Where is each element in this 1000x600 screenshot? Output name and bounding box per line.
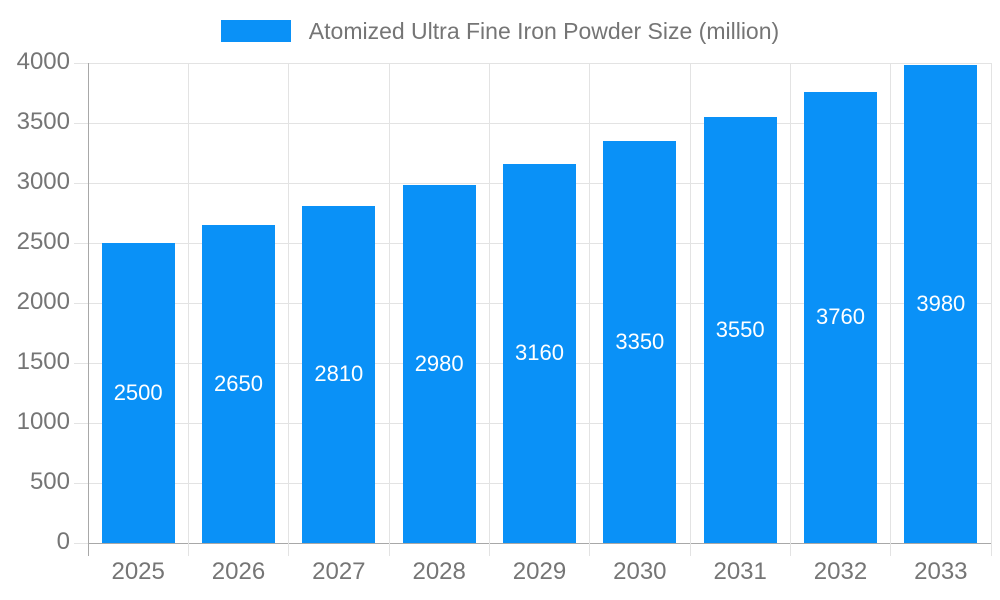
bar[interactable]: [302, 205, 376, 543]
y-axis-label: 4000: [16, 48, 70, 75]
x-axis-label: 2033: [914, 558, 968, 585]
bar[interactable]: [703, 117, 777, 543]
y-axis-tick: [74, 422, 88, 424]
bar-value-label: 3760: [816, 304, 865, 330]
gridline-vertical: [388, 63, 390, 556]
y-axis-label: 500: [29, 468, 70, 495]
y-axis-tick: [74, 62, 88, 64]
x-axis-label: 2031: [713, 558, 767, 585]
bar-value-label: 2810: [314, 361, 364, 387]
bar[interactable]: [101, 243, 175, 543]
x-axis-label: 2030: [613, 558, 667, 585]
x-axis-label: 2025: [111, 558, 165, 585]
y-axis-tick: [74, 182, 88, 184]
bar-value-label: 2980: [414, 351, 464, 377]
gridline-vertical: [890, 63, 892, 556]
x-axis-label: 2026: [211, 558, 266, 585]
y-axis-label: 3500: [16, 108, 70, 135]
legend-swatch[interactable]: [220, 20, 291, 42]
bar-value-label: 3160: [515, 340, 564, 366]
bar-value-label: 2500: [113, 380, 163, 405]
x-axis-label: 2032: [813, 558, 868, 585]
bar[interactable]: [603, 141, 677, 543]
y-axis-label: 1000: [16, 408, 70, 435]
bar-value-label: 2650: [214, 371, 263, 396]
y-axis-tick: [74, 362, 88, 364]
bar-value-label: 3550: [715, 317, 765, 342]
y-axis-label: 1500: [16, 348, 70, 375]
legend-label[interactable]: Atomized Ultra Fine Iron Powder Size (mi…: [308, 17, 780, 44]
y-axis-line: [87, 63, 89, 556]
gridline-vertical: [187, 63, 189, 556]
y-axis-label: 2000: [16, 288, 70, 315]
gridline-vertical: [990, 63, 992, 556]
y-axis-label: 0: [56, 528, 70, 555]
x-axis-label: 2027: [312, 558, 366, 585]
gridline-vertical: [288, 63, 290, 556]
y-axis-tick: [74, 242, 88, 244]
x-axis-label: 2029: [512, 558, 567, 585]
y-axis-label: 3000: [16, 168, 70, 195]
gridline-horizontal: [88, 122, 991, 124]
x-axis-line: [88, 542, 991, 544]
y-axis-tick: [74, 482, 88, 484]
gridline-vertical: [689, 63, 691, 556]
bar[interactable]: [202, 225, 275, 543]
y-axis-label: 2500: [16, 228, 70, 255]
y-axis-tick: [74, 542, 88, 544]
bar[interactable]: [804, 91, 877, 543]
bar[interactable]: [503, 163, 576, 543]
legend: Atomized Ultra Fine Iron Powder Size (mi…: [0, 16, 1000, 46]
gridline-vertical: [589, 63, 591, 556]
y-axis-tick: [74, 302, 88, 304]
bar-value-label: 3980: [916, 291, 966, 317]
gridline-vertical: [488, 63, 490, 556]
gridline-vertical: [789, 63, 791, 556]
bar-value-label: 3350: [615, 329, 665, 354]
bar[interactable]: [402, 185, 476, 543]
bar[interactable]: [904, 65, 978, 543]
gridline-horizontal: [88, 62, 991, 64]
y-axis-tick: [74, 122, 88, 124]
x-axis-label: 2028: [412, 558, 466, 585]
